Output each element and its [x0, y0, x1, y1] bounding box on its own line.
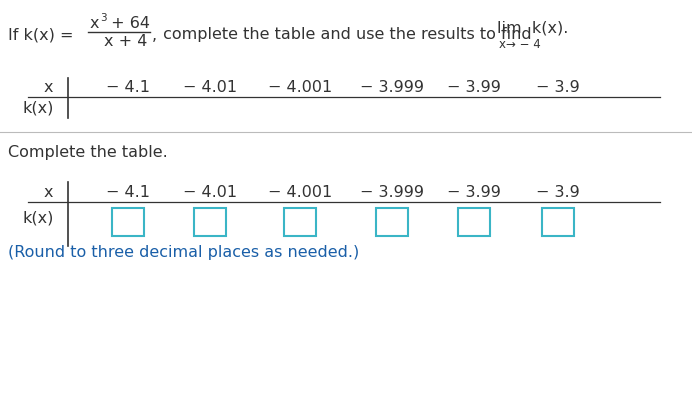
Text: x + 4: x + 4: [104, 34, 147, 49]
Text: − 4.1: − 4.1: [106, 184, 150, 199]
Text: Complete the table.: Complete the table.: [8, 145, 167, 160]
Text: ,: ,: [152, 28, 157, 42]
Text: − 3.999: − 3.999: [360, 80, 424, 96]
Text: − 3.9: − 3.9: [536, 80, 580, 96]
Text: k(x): k(x): [22, 210, 54, 225]
Text: − 4.001: − 4.001: [268, 184, 332, 199]
FancyBboxPatch shape: [194, 208, 226, 236]
Text: − 3.9: − 3.9: [536, 184, 580, 199]
Text: − 3.99: − 3.99: [447, 80, 501, 96]
Text: − 4.1: − 4.1: [106, 80, 150, 96]
Text: (Round to three decimal places as needed.): (Round to three decimal places as needed…: [8, 245, 359, 259]
Text: complete the table and use the results to find: complete the table and use the results t…: [158, 28, 531, 42]
Text: − 3.999: − 3.999: [360, 184, 424, 199]
Text: − 4.01: − 4.01: [183, 184, 237, 199]
FancyBboxPatch shape: [376, 208, 408, 236]
Text: x: x: [90, 16, 100, 31]
Text: + 64: + 64: [106, 16, 150, 31]
FancyBboxPatch shape: [542, 208, 574, 236]
Text: x: x: [43, 184, 53, 199]
FancyBboxPatch shape: [458, 208, 490, 236]
FancyBboxPatch shape: [284, 208, 316, 236]
Text: k(x): k(x): [22, 101, 54, 116]
Text: − 4.01: − 4.01: [183, 80, 237, 96]
Text: 3: 3: [100, 13, 107, 23]
Text: − 3.99: − 3.99: [447, 184, 501, 199]
Text: x: x: [43, 80, 53, 96]
Text: lim  k(x).: lim k(x).: [497, 21, 568, 36]
FancyBboxPatch shape: [112, 208, 144, 236]
Text: x→ − 4: x→ − 4: [499, 37, 540, 51]
Text: − 4.001: − 4.001: [268, 80, 332, 96]
Text: If k(x) =: If k(x) =: [8, 28, 73, 42]
